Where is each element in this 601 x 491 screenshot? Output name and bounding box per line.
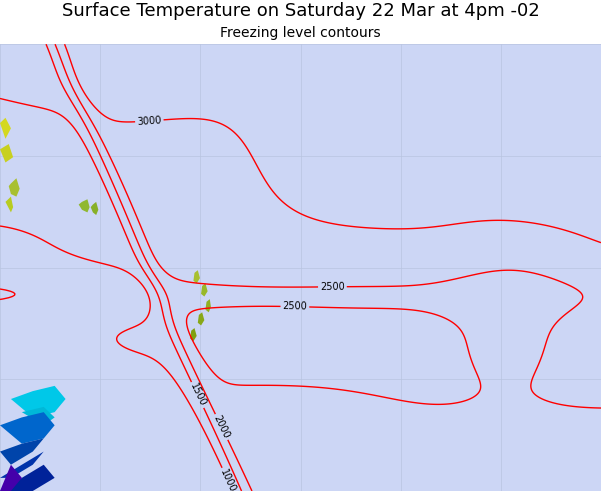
Polygon shape <box>9 178 20 196</box>
Polygon shape <box>206 299 211 312</box>
Text: 3000: 3000 <box>137 115 162 127</box>
Text: Surface Temperature on Saturday 22 Mar at 4pm -02: Surface Temperature on Saturday 22 Mar a… <box>62 2 539 20</box>
Polygon shape <box>5 196 13 213</box>
Polygon shape <box>0 464 55 491</box>
Polygon shape <box>201 283 207 297</box>
Polygon shape <box>0 464 22 491</box>
Polygon shape <box>0 412 55 444</box>
Polygon shape <box>0 438 44 464</box>
Polygon shape <box>0 144 13 163</box>
Text: 1000: 1000 <box>218 467 237 491</box>
Text: 2500: 2500 <box>320 282 345 292</box>
Text: 2000: 2000 <box>212 414 231 440</box>
Polygon shape <box>0 452 44 478</box>
Polygon shape <box>0 118 11 139</box>
Polygon shape <box>198 312 204 326</box>
Text: 1500: 1500 <box>188 382 207 408</box>
Polygon shape <box>190 328 197 341</box>
Text: 2500: 2500 <box>282 301 307 312</box>
Polygon shape <box>22 407 55 425</box>
Polygon shape <box>11 386 66 417</box>
Text: Freezing level contours: Freezing level contours <box>220 26 381 40</box>
Polygon shape <box>194 270 200 283</box>
Polygon shape <box>79 199 90 213</box>
Polygon shape <box>91 202 99 215</box>
